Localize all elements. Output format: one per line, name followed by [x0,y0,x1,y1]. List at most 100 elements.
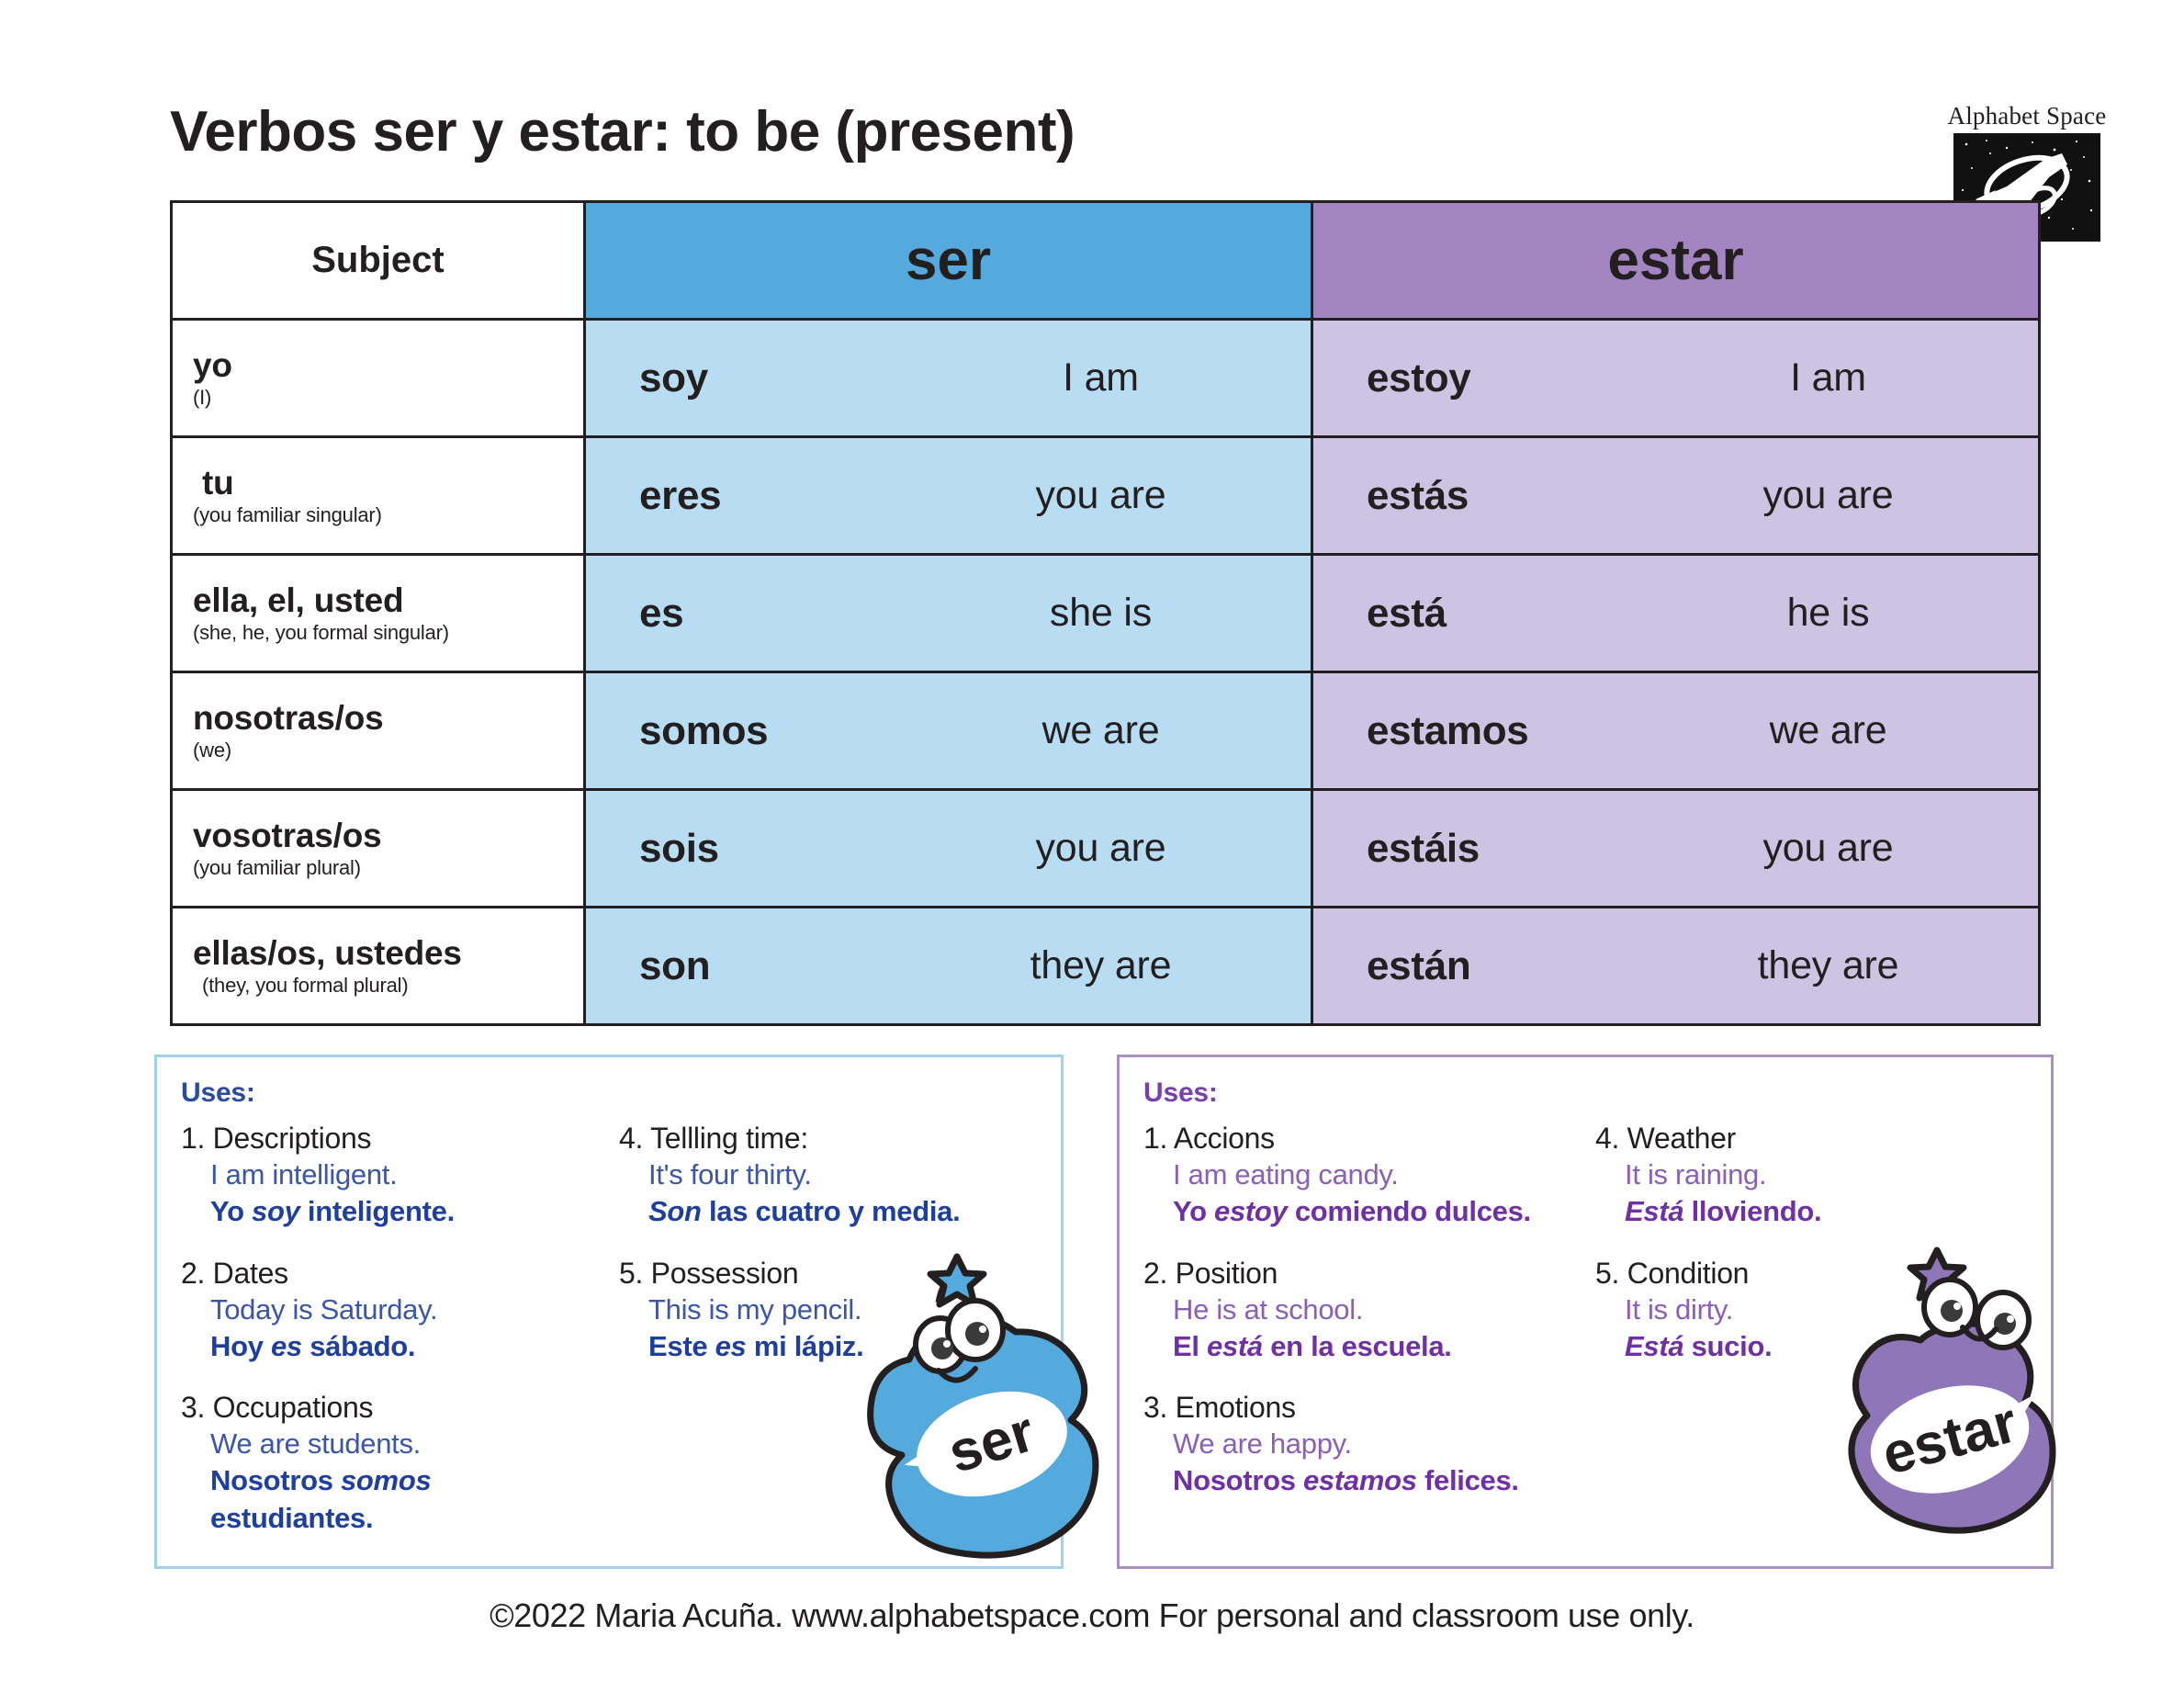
ser-cell: es she is [583,553,1313,673]
uses-column-left-estar: 1. Accions I am eating candy. Yo estoy c… [1143,1120,1575,1524]
subject-cell: ellas/os, ustedes (they, you formal plur… [170,906,586,1026]
estar-translation: I am [1790,355,1866,400]
use-title: 4. Weather [1595,1122,1736,1155]
ser-cell: sois you are [583,788,1313,908]
use-item: 5. Condition It is dirty. Está sucio. [1595,1255,2027,1366]
ser-cell: son they are [583,906,1313,1026]
uses-column-right-estar: 4. Weather It is raining. Está lloviendo… [1595,1120,2027,1524]
table-row: vosotras/os (you familiar plural) sois y… [170,788,2041,908]
use-example-spanish: Yo soy inteligente. [210,1195,455,1228]
estar-conjugation: estás [1367,472,1469,518]
ser-conjugation: son [639,942,711,988]
ser-translation: they are [1030,943,1172,987]
table-row: yo (I) soy I am estoy I am [170,318,2041,438]
column-header-ser: ser [583,200,1313,321]
subject-gloss: (I) [193,386,212,410]
use-title: 5. Condition [1595,1256,1750,1290]
estar-conjugation: estoy [1367,355,1471,401]
use-item: 3. Occupations We are students. Nosotros… [181,1389,599,1537]
use-example-english: Today is Saturday. [210,1292,438,1326]
uses-heading-estar: Uses: [1143,1077,1218,1108]
estar-cell: están they are [1311,906,2041,1026]
use-example-english: It's four thirty. [648,1158,812,1190]
ser-translation: you are [1035,826,1166,870]
estar-translation: they are [1757,943,1899,987]
uses-column-right-ser: 4. Tellling time: It's four thirty. Son … [619,1120,1037,1561]
estar-cell: está he is [1311,553,2041,673]
use-example-spanish: Son las cuatro y media. [648,1195,961,1228]
subject-cell: yo (I) [170,318,586,438]
ser-translation: we are [1041,708,1160,752]
use-title: 1. Accions [1143,1122,1275,1155]
subject-gloss: (we) [193,739,231,762]
estar-conjugation: están [1367,942,1471,988]
ser-translation: I am [1063,355,1139,400]
use-item: 1. Accions I am eating candy. Yo estoy c… [1143,1120,1575,1231]
use-example-english: It is raining. [1625,1158,1767,1190]
brand-name: Alphabet Space [1947,102,2107,130]
rocket-orbit-starfield-icon [1953,132,2100,242]
estar-translation: you are [1762,473,1894,517]
ser-cell: soy I am [583,318,1313,438]
ser-conjugation: sois [639,825,719,871]
use-example-spanish: Hoy es sábado. [210,1329,416,1362]
use-example-spanish: Está sucio. [1625,1329,1773,1362]
page-header: Verbos ser y estar: to be (present) [170,99,2062,187]
use-example-english: It is dirty. [1625,1292,1734,1326]
ser-cell: eres you are [583,435,1313,556]
table-row: ella, el, usted (she, he, you formal sin… [170,553,2041,673]
subject-cell: tu (you familiar singular) [170,435,586,556]
subject-gloss: (you familiar plural) [193,856,361,880]
use-example-english: I am eating candy. [1173,1158,1399,1190]
use-example-spanish: Nosotros estamos felices. [1173,1464,1519,1497]
use-example-english: He is at school. [1173,1292,1364,1326]
subject-cell: ella, el, usted (she, he, you formal sin… [170,553,586,673]
subject-pronoun: ella, el, usted [193,581,404,619]
subject-cell: nosotras/os (we) [170,671,586,791]
use-example-spanish: El está en la escuela. [1173,1329,1452,1362]
estar-translation: he is [1786,591,1870,635]
estar-cell: estáis you are [1311,788,2041,908]
table-row: ellas/os, ustedes (they, you formal plur… [170,906,2041,1026]
copyright-footer: ©2022 Maria Acuña. www.alphabetspace.com… [490,1596,1694,1634]
subject-gloss: (they, you formal plural) [202,974,409,998]
use-item: 1. Descriptions I am intelligent. Yo soy… [181,1120,599,1231]
ser-conjugation: soy [639,355,708,401]
use-title: 4. Tellling time: [619,1122,808,1155]
use-example-spanish: Está lloviendo. [1625,1195,1822,1228]
uses-panel-estar: Uses: 1. Accions I am eating candy. Yo e… [1117,1055,2054,1569]
use-example-english: We are happy. [1173,1427,1352,1461]
use-example-spanish: Yo estoy comiendo dulces. [1173,1195,1531,1228]
use-example-english: We are students. [210,1427,421,1461]
ser-translation: you are [1035,473,1166,517]
column-header-estar: estar [1311,200,2041,321]
page-title: Verbos ser y estar: to be (present) [170,100,1075,164]
conjugation-table: Subject ser estar yo (I) soy I am estoy … [170,200,2041,1026]
use-item: 4. Tellling time: It's four thirty. Son … [619,1120,1037,1231]
use-title: 2. Position [1143,1256,1278,1290]
use-example-spanish: Nosotros somos estudiantes. [210,1464,432,1534]
table-row: nosotras/os (we) somos we are estamos we… [170,671,2041,791]
subject-gloss: (you familiar singular) [193,503,382,527]
use-item: 4. Weather It is raining. Está lloviendo… [1595,1120,2027,1231]
use-item: 2. Dates Today is Saturday. Hoy es sábad… [181,1255,599,1366]
brand-logo: Alphabet Space [1943,102,2111,242]
use-item: 2. Position He is at school. El está en … [1143,1255,1575,1366]
use-example-english: This is my pencil. [648,1292,862,1326]
estar-translation: we are [1769,708,1887,752]
table-row: tu (you familiar singular) eres you are … [170,435,2041,556]
subject-pronoun: tu [202,463,234,502]
estar-conjugation: estáis [1367,825,1480,871]
subject-cell: vosotras/os (you familiar plural) [170,788,586,908]
uses-panel-ser: Uses: 1. Descriptions I am intelligent. … [154,1055,1064,1569]
use-item: 5. Possession This is my pencil. Este es… [619,1255,1037,1366]
estar-cell: estamos we are [1311,671,2041,791]
use-title: 5. Possession [619,1256,799,1290]
ser-cell: somos we are [583,671,1313,791]
uses-heading-ser: Uses: [181,1077,255,1108]
subject-pronoun: nosotras/os [193,698,384,737]
use-title: 2. Dates [181,1256,288,1290]
subject-pronoun: vosotras/os [193,816,382,854]
use-example-spanish: Este es mi lápiz. [648,1329,864,1362]
estar-conjugation: está [1367,590,1447,636]
